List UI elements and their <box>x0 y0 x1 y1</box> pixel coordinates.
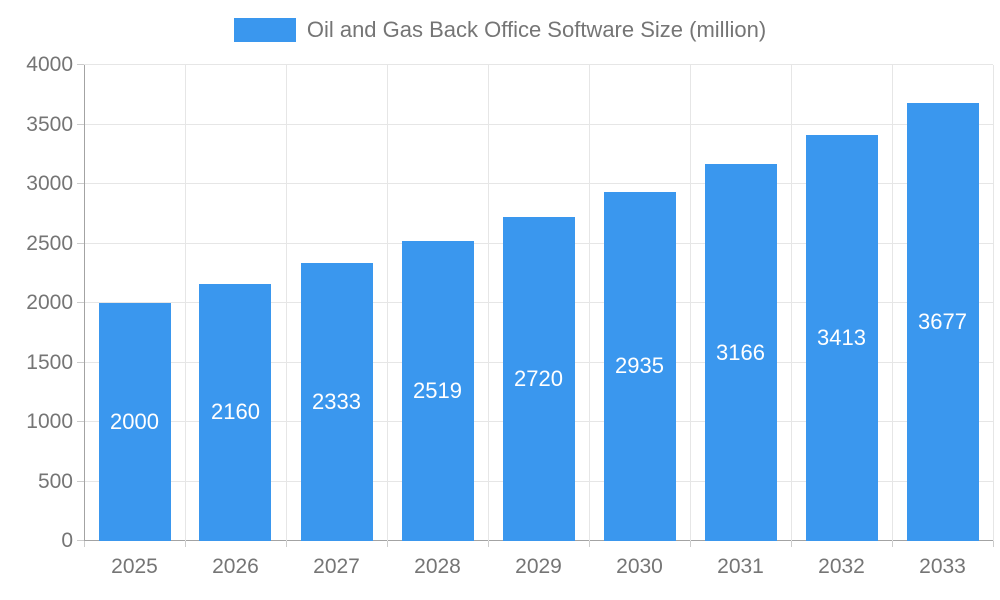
y-tick-mark <box>77 183 84 184</box>
bar[interactable]: 2160 <box>199 283 272 541</box>
x-tick-mark <box>386 541 388 547</box>
v-gridline <box>689 65 691 541</box>
x-axis-label: 2029 <box>515 555 562 578</box>
bar[interactable]: 3166 <box>704 164 777 541</box>
bar-value-label: 3413 <box>817 324 866 350</box>
h-gridline <box>84 183 993 184</box>
y-axis-line <box>84 65 85 547</box>
x-tick-mark <box>286 541 287 547</box>
bar-value-label: 3677 <box>918 309 967 335</box>
y-axis-label: 500 <box>37 469 73 493</box>
v-gridline <box>993 65 994 541</box>
x-axis-label: 2033 <box>919 555 966 578</box>
v-gridline <box>386 65 388 541</box>
y-tick-mark <box>77 123 84 125</box>
y-axis-label: 0 <box>61 529 73 552</box>
y-tick-mark <box>77 361 84 363</box>
y-axis-label: 2500 <box>26 231 73 255</box>
x-tick-mark <box>488 541 489 547</box>
y-axis-label: 3000 <box>26 172 73 195</box>
bar-value-label: 2333 <box>312 389 361 415</box>
bar-value-label: 2519 <box>413 378 462 404</box>
v-gridline <box>185 65 186 541</box>
v-gridline <box>488 65 489 541</box>
v-gridline <box>892 65 893 541</box>
x-axis-label: 2030 <box>616 555 663 578</box>
x-tick-mark <box>791 541 792 547</box>
legend-label: Oil and Gas Back Office Software Size (m… <box>306 17 767 42</box>
x-tick-mark <box>892 541 893 547</box>
h-gridline <box>84 64 993 65</box>
legend-swatch-icon <box>233 18 296 42</box>
v-gridline <box>589 65 590 541</box>
x-tick-mark <box>589 541 590 547</box>
y-axis-label: 2000 <box>26 291 73 314</box>
x-axis-label: 2032 <box>818 555 865 578</box>
legend[interactable]: Oil and Gas Back Office Software Size (m… <box>0 17 1000 43</box>
x-axis-label: 2031 <box>717 555 764 578</box>
y-axis-label: 1000 <box>26 410 73 433</box>
y-tick-mark <box>77 480 84 482</box>
plot-area: 0 500 1000 1500 2000 2500 3000 3500 4000 2025 2026… <box>26 53 994 578</box>
x-tick-mark <box>84 541 85 547</box>
x-axis-label: 2027 <box>313 555 360 578</box>
bar[interactable]: 2333 <box>300 263 373 541</box>
x-axis-label: 2026 <box>212 555 259 578</box>
v-gridline <box>286 65 287 541</box>
bar-value-label: 2160 <box>211 399 260 425</box>
bar-value-label: 2935 <box>615 353 664 379</box>
bar-value-label: 2720 <box>514 366 563 392</box>
bar[interactable]: 2935 <box>603 191 676 541</box>
y-tick-mark <box>77 64 84 65</box>
bar[interactable]: 2720 <box>502 217 575 541</box>
bar-value-label: 3166 <box>716 339 765 365</box>
y-axis-label: 3500 <box>26 112 73 136</box>
y-axis-label: 4000 <box>26 53 73 76</box>
x-tick-mark <box>185 541 186 547</box>
x-tick-mark <box>689 541 691 547</box>
y-tick-mark <box>77 302 84 303</box>
v-gridline <box>791 65 792 541</box>
bar[interactable]: 3413 <box>805 134 878 541</box>
h-gridline <box>84 123 993 125</box>
x-tick-mark <box>993 541 994 547</box>
x-axis-label: 2025 <box>111 555 158 578</box>
bar[interactable]: 2519 <box>401 241 474 541</box>
bar[interactable]: 3677 <box>906 103 979 541</box>
y-tick-mark <box>77 540 84 541</box>
y-axis-label: 1500 <box>26 350 73 374</box>
bar-value-label: 2000 <box>110 409 159 434</box>
x-axis-label: 2028 <box>414 555 461 578</box>
y-tick-mark <box>77 421 84 422</box>
y-tick-mark <box>77 242 84 244</box>
bar[interactable]: 2000 <box>98 303 171 541</box>
